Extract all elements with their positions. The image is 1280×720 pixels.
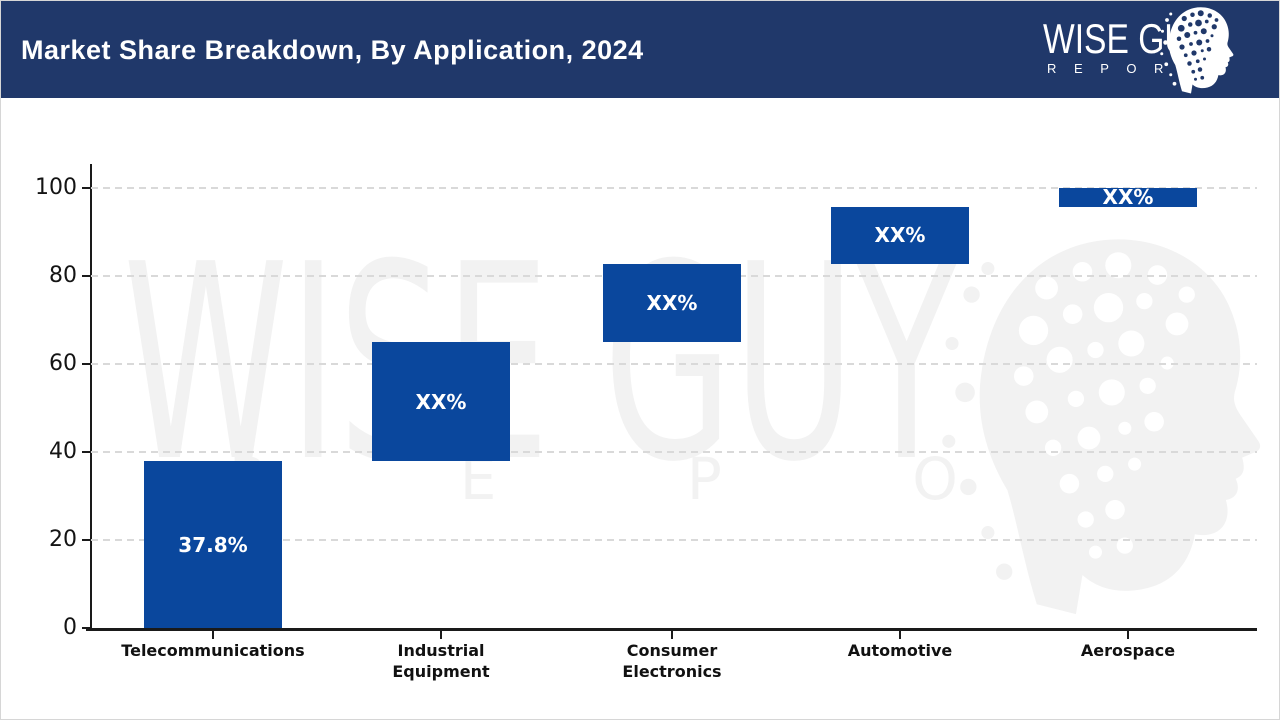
x-tick-3	[899, 631, 901, 639]
x-category-label-0: Telecommunications	[98, 640, 328, 661]
bar-telecommunications: 37.8%	[144, 461, 282, 628]
header-bar: Market Share Breakdown, By Application, …	[1, 1, 1279, 98]
bar-industrial-equipment: XX%	[372, 341, 510, 462]
x-category-label-3: Automotive	[785, 640, 1015, 661]
x-tick-4	[1127, 631, 1129, 639]
y-tick-label-20: 20	[49, 526, 77, 552]
x-category-label-4: Aerospace	[1013, 640, 1243, 661]
x-category-label-line: Telecommunications	[121, 641, 305, 660]
chart-title: Market Share Breakdown, By Application, …	[21, 35, 644, 65]
y-tick-label-80: 80	[49, 262, 77, 288]
x-category-label-2: Consumer Electronics	[557, 640, 787, 682]
bar-value-label: XX%	[646, 290, 698, 315]
x-category-label-1: Industrial Equipment	[326, 640, 556, 682]
y-tick-20	[82, 538, 90, 541]
x-category-label-line: Industrial	[397, 641, 485, 660]
bar-automotive: XX%	[831, 206, 969, 264]
bar-consumer-electronics: XX%	[603, 263, 741, 342]
y-tick-label-100: 100	[35, 174, 77, 200]
y-tick-40	[82, 450, 90, 453]
y-tick-100	[82, 186, 90, 189]
bar-value-label: XX%	[874, 223, 926, 248]
x-tick-1	[440, 631, 442, 639]
x-category-label-line: Automotive	[847, 641, 953, 660]
gridline-100	[91, 186, 1257, 189]
y-tick-label-0: 0	[63, 615, 77, 640]
y-axis-line	[90, 164, 92, 631]
bar-value-label: XX%	[1102, 185, 1154, 210]
x-category-label-line: Aerospace	[1080, 641, 1176, 660]
y-tick-80	[82, 274, 90, 277]
x-tick-2	[671, 631, 673, 639]
y-tick-label-60: 60	[49, 350, 77, 376]
bar-aerospace: XX%	[1059, 185, 1197, 210]
y-tick-0	[82, 627, 90, 629]
y-tick-60	[82, 362, 90, 365]
gridline-40	[91, 450, 1257, 453]
x-axis-line	[86, 628, 1257, 631]
logo-reports-text: R E P O R T S	[1047, 61, 1222, 76]
gridline-20	[91, 538, 1257, 541]
x-category-label-line: Electronics	[622, 662, 722, 681]
x-category-label-line: Consumer	[626, 641, 718, 660]
watermark-head-icon	[942, 239, 1261, 615]
wiseguy-head-icon	[1160, 7, 1234, 94]
x-tick-0	[212, 631, 214, 639]
bar-value-label: XX%	[415, 389, 467, 414]
x-category-label-line: Equipment	[392, 662, 490, 681]
bar-value-label: 37.8%	[178, 532, 248, 557]
y-tick-label-40: 40	[49, 438, 77, 464]
gridline-60	[91, 362, 1257, 365]
